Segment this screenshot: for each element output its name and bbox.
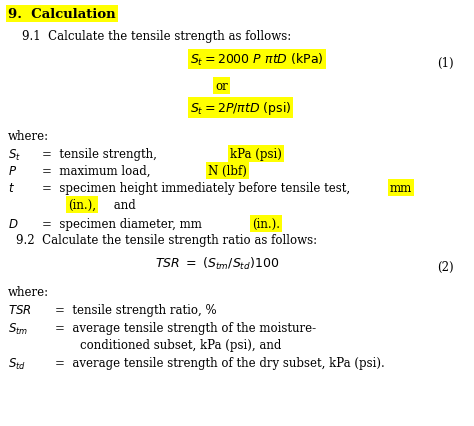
- Text: =  maximum load,: = maximum load,: [42, 164, 151, 178]
- Text: $S_t$: $S_t$: [8, 148, 21, 163]
- Text: $D$: $D$: [8, 218, 18, 230]
- Text: 9.2  Calculate the tensile strength ratio as follows:: 9.2 Calculate the tensile strength ratio…: [16, 233, 317, 246]
- Text: $TSR\ =\ (S_{tm}/S_{td})100$: $TSR\ =\ (S_{tm}/S_{td})100$: [155, 256, 279, 271]
- Text: =  specimen height immediately before tensile test,: = specimen height immediately before ten…: [42, 181, 350, 195]
- Text: mm: mm: [390, 181, 412, 195]
- Text: (in.),: (in.),: [68, 199, 96, 211]
- Text: $TSR$: $TSR$: [8, 303, 32, 316]
- Text: 9.  Calculation: 9. Calculation: [8, 8, 116, 21]
- Text: N (lbf): N (lbf): [208, 164, 247, 178]
- Text: $S_{td}$: $S_{td}$: [8, 356, 26, 371]
- Text: $S_{tm}$: $S_{tm}$: [8, 321, 28, 336]
- Text: (in.).: (in.).: [252, 218, 280, 230]
- Text: (1): (1): [438, 57, 454, 70]
- Text: 9.1  Calculate the tensile strength as follows:: 9.1 Calculate the tensile strength as fo…: [22, 30, 291, 43]
- Text: $t$: $t$: [8, 181, 15, 195]
- Text: =  average tensile strength of the dry subset, kPa (psi).: = average tensile strength of the dry su…: [55, 356, 385, 369]
- Text: =  average tensile strength of the moisture-: = average tensile strength of the moistu…: [55, 321, 316, 334]
- Text: or: or: [215, 80, 228, 93]
- Text: where:: where:: [8, 130, 49, 143]
- Text: =  tensile strength ratio, %: = tensile strength ratio, %: [55, 303, 217, 316]
- Text: where:: where:: [8, 285, 49, 298]
- Text: (2): (2): [438, 260, 454, 273]
- Text: =  tensile strength,: = tensile strength,: [42, 148, 157, 161]
- Text: conditioned subset, kPa (psi), and: conditioned subset, kPa (psi), and: [80, 338, 282, 351]
- Text: =  specimen diameter, mm: = specimen diameter, mm: [42, 218, 202, 230]
- Text: kPa (psi): kPa (psi): [230, 148, 282, 161]
- Text: and: and: [110, 199, 136, 211]
- Text: $P$: $P$: [8, 164, 17, 178]
- Text: $S_t = 2P/\pi tD\ \mathrm{(psi)}$: $S_t = 2P/\pi tD\ \mathrm{(psi)}$: [190, 100, 292, 117]
- Text: $S_t = 2000\ P\ \pi tD\ \mathrm{(kPa)}$: $S_t = 2000\ P\ \pi tD\ \mathrm{(kPa)}$: [190, 52, 324, 68]
